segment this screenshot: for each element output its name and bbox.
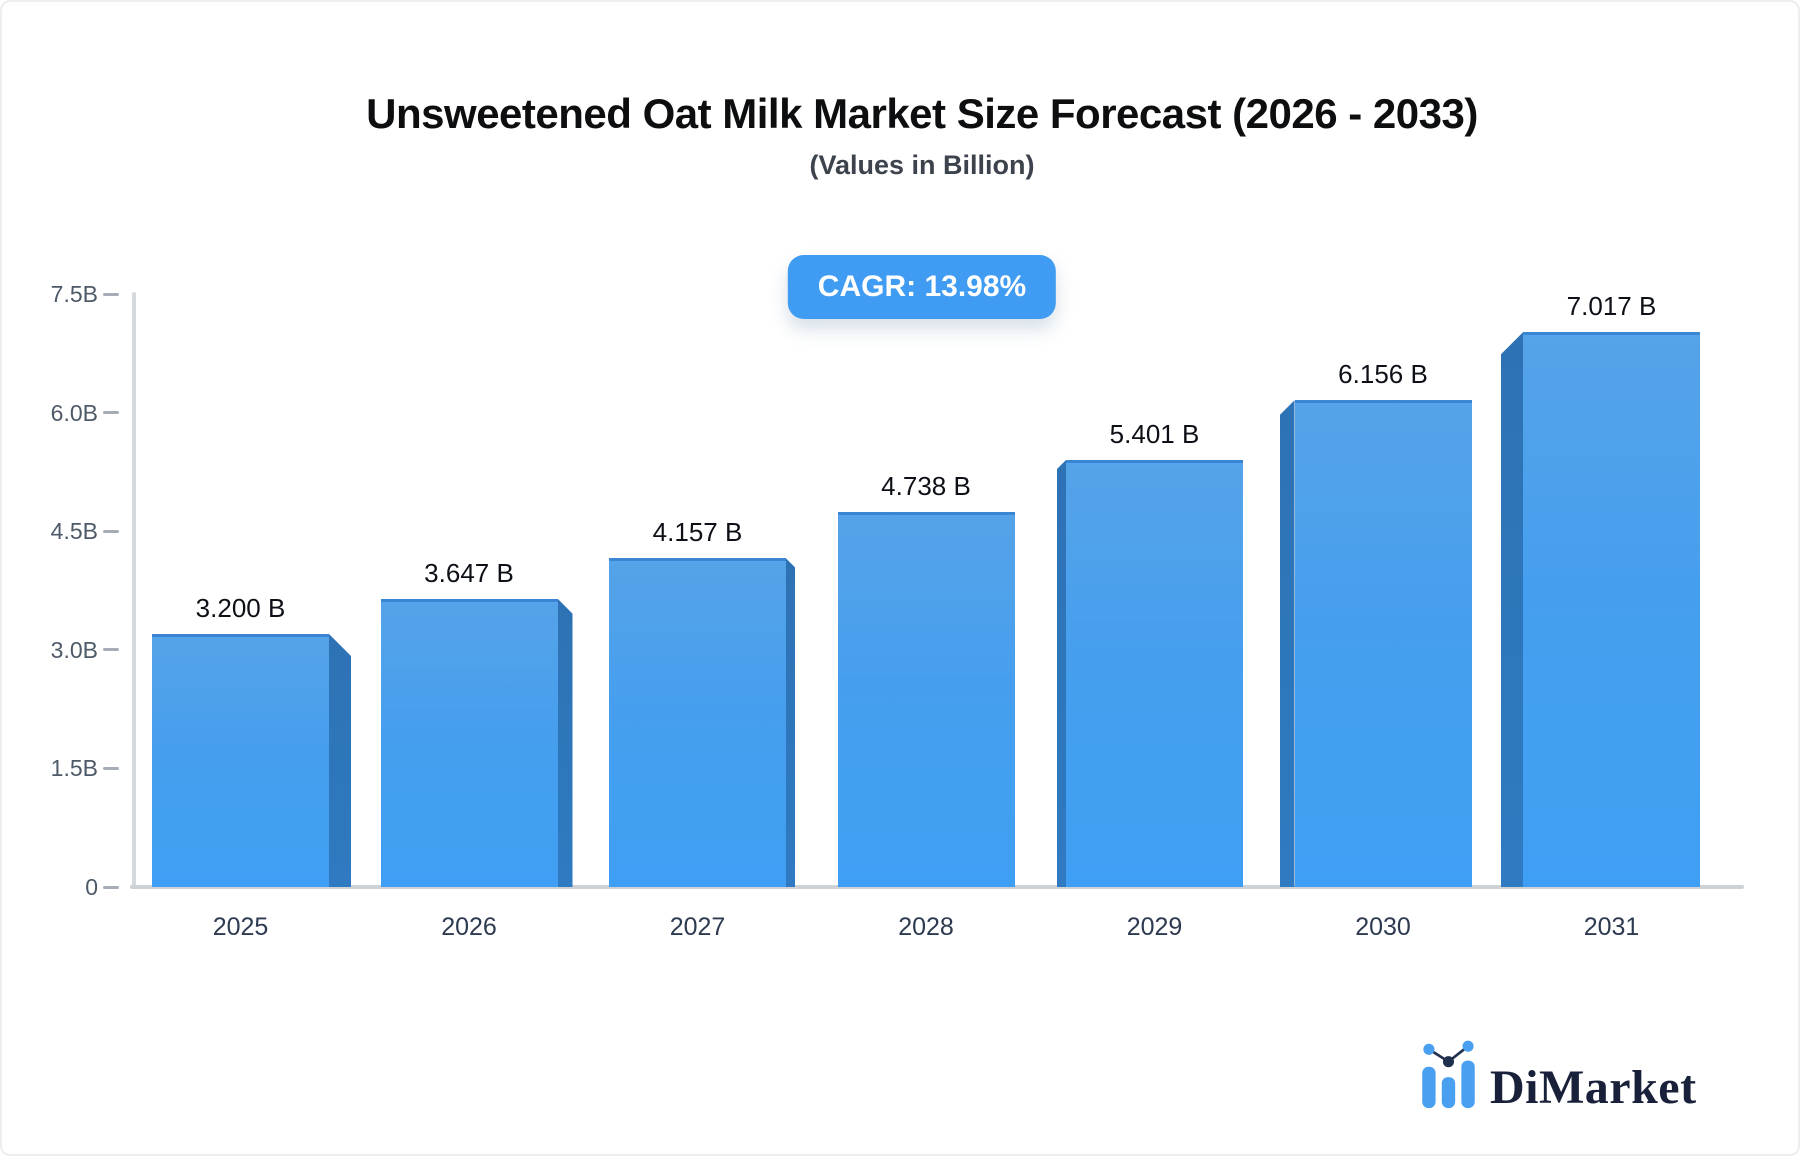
y-axis-tick-label: 3.0B — [50, 636, 98, 663]
bar-value-label: 5.401 B — [1109, 418, 1200, 449]
bar-face — [1066, 459, 1243, 887]
y-axis-tick-mark — [103, 766, 119, 770]
y-axis-tick-mark — [103, 529, 119, 533]
brand-logo-icon — [1422, 1040, 1475, 1108]
y-axis-tick-label: 0 — [85, 874, 98, 900]
bar-side-face — [1057, 459, 1066, 887]
bar: 3.200 B — [152, 593, 351, 887]
y-axis-tick-label: 6.0B — [50, 399, 98, 426]
bar-value-label: 3.200 B — [195, 592, 286, 623]
page-title: Unsweetened Oat Milk Market Size Forecas… — [366, 90, 1478, 137]
y-axis-tick-mark — [103, 885, 119, 889]
bar-face — [380, 598, 558, 887]
bar: 6.156 B — [1279, 359, 1472, 887]
bar-side-face — [1279, 400, 1295, 887]
chart-subtitle: (Values in Billion) — [809, 150, 1035, 180]
bar-face — [152, 633, 329, 887]
x-axis-label: 2027 — [669, 913, 726, 941]
bar-value-label: 6.156 B — [1338, 359, 1428, 390]
bar-side-face — [329, 633, 351, 887]
y-axis-tick-mark — [103, 411, 119, 415]
bar: 4.157 B — [609, 517, 795, 887]
bar-side-face — [557, 598, 573, 887]
y-axis-line — [132, 292, 136, 887]
x-axis-label: 2028 — [898, 913, 954, 941]
bar: 5.401 B — [1057, 419, 1243, 887]
y-axis-tick-label: 4.5B — [50, 518, 98, 545]
bar-face — [609, 558, 786, 887]
y-axis-tick-label: 1.5B — [50, 755, 98, 782]
brand-logo-text: DiMarket — [1490, 1061, 1697, 1114]
bar-value-label: 4.738 B — [881, 471, 971, 502]
y-axis-tick-label: 7.5B — [50, 281, 98, 307]
bar-value-label: 4.157 B — [652, 517, 743, 548]
cagr-badge: CAGR: 13.98% — [787, 255, 1057, 319]
bar-value-label: 7.017 B — [1566, 291, 1657, 322]
bar-face — [1523, 332, 1700, 887]
bar: 3.647 B — [380, 558, 573, 887]
y-axis-tick-mark — [103, 292, 119, 296]
x-axis-label: 2031 — [1583, 913, 1640, 941]
brand-logo: DiMarket — [1422, 1040, 1697, 1112]
bar-face — [1294, 400, 1472, 887]
bar-face — [837, 512, 1015, 887]
x-axis-label: 2030 — [1355, 913, 1411, 941]
bar: 7.017 B — [1501, 291, 1700, 887]
x-axis-label: 2025 — [212, 913, 269, 941]
bar-value-label: 3.647 B — [424, 557, 514, 588]
y-axis-tick-mark — [103, 648, 119, 652]
bar-side-face — [1501, 332, 1523, 887]
bar-side-face — [786, 558, 795, 887]
x-axis-label: 2029 — [1126, 913, 1183, 941]
bar: 4.738 B — [837, 471, 1015, 887]
x-axis-baseline — [130, 885, 1744, 889]
x-axis-label: 2026 — [441, 913, 497, 941]
